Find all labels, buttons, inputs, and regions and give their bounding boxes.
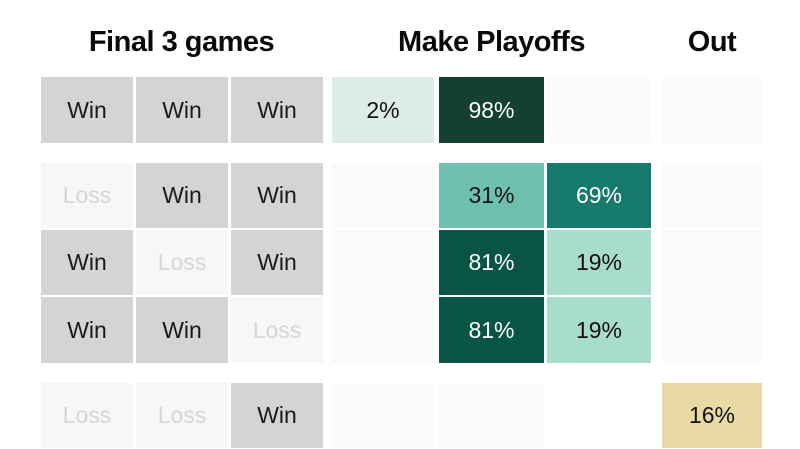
game-cell: Loss bbox=[41, 383, 133, 448]
probability-cell: 31% bbox=[439, 163, 544, 228]
game-cell: Win bbox=[136, 297, 228, 363]
header-final-3-games: Final 3 games bbox=[88, 26, 275, 58]
game-cell: Win bbox=[231, 230, 323, 295]
empty-cell bbox=[662, 77, 762, 143]
header-make-playoffs: Make Playoffs bbox=[398, 26, 585, 58]
game-cell: Win bbox=[231, 77, 323, 143]
empty-cell bbox=[332, 163, 434, 228]
game-cell: Win bbox=[136, 163, 228, 228]
game-cell: Win bbox=[231, 163, 323, 228]
game-cell: Win bbox=[231, 383, 323, 448]
out-probability-cell: 16% bbox=[662, 383, 762, 448]
game-cell: Win bbox=[41, 230, 133, 295]
empty-cell bbox=[332, 297, 434, 363]
empty-cell bbox=[662, 297, 762, 363]
probability-cell: 19% bbox=[547, 230, 651, 295]
game-cell: Win bbox=[136, 77, 228, 143]
empty-cell bbox=[439, 383, 544, 448]
probability-cell: 19% bbox=[547, 297, 651, 363]
header-out: Out bbox=[687, 26, 737, 58]
empty-cell bbox=[547, 77, 651, 143]
empty-cell bbox=[662, 163, 762, 228]
probability-cell: 69% bbox=[547, 163, 651, 228]
game-cell: Loss bbox=[136, 383, 228, 448]
game-cell: Win bbox=[41, 77, 133, 143]
game-cell: Loss bbox=[41, 163, 133, 228]
empty-cell bbox=[332, 383, 434, 448]
game-cell: Loss bbox=[231, 297, 323, 363]
probability-cell: 98% bbox=[439, 77, 544, 143]
empty-cell bbox=[662, 230, 762, 295]
empty-cell bbox=[332, 230, 434, 295]
game-cell: Loss bbox=[136, 230, 228, 295]
game-cell: Win bbox=[41, 297, 133, 363]
probability-cell: 81% bbox=[439, 230, 544, 295]
probability-cell: 2% bbox=[332, 77, 434, 143]
probability-cell: 81% bbox=[439, 297, 544, 363]
